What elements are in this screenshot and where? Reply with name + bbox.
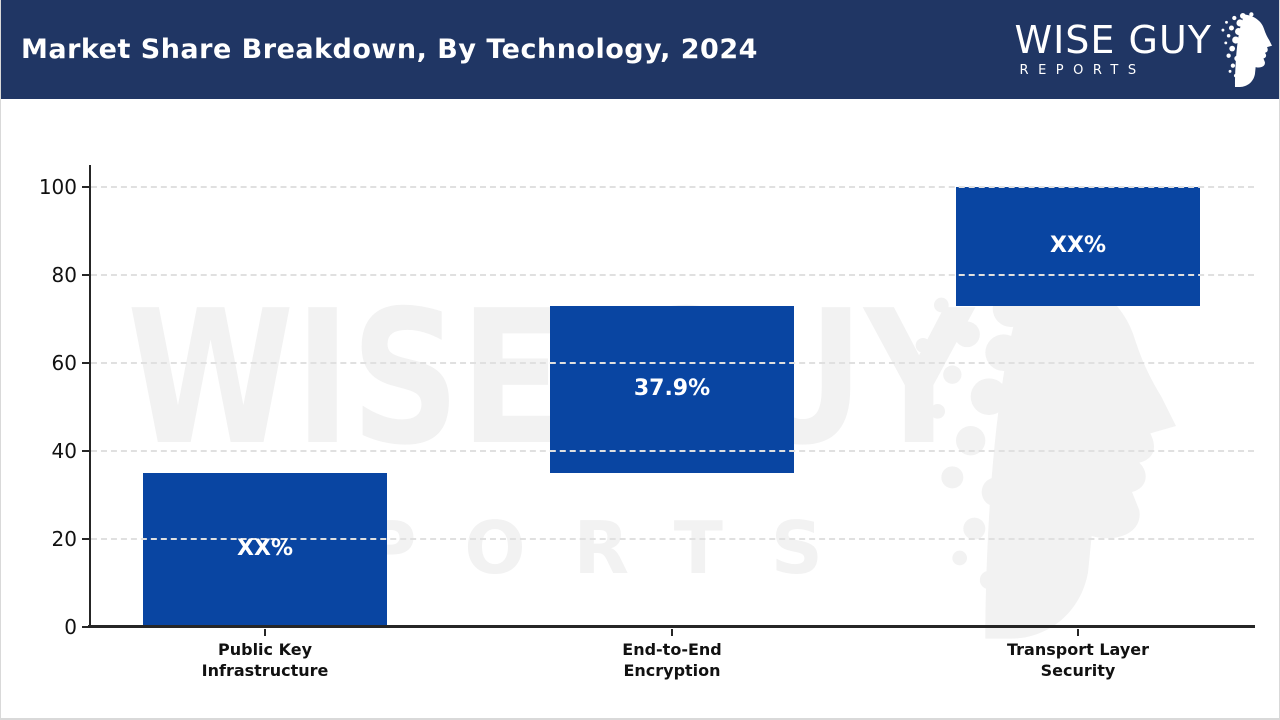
x-category-label-line: Infrastructure — [201, 660, 329, 680]
header: Market Share Breakdown, By Technology, 2… — [1, 0, 1279, 99]
y-tick-label: 0 — [64, 615, 77, 639]
logo-face-icon — [1221, 11, 1272, 87]
y-tick — [82, 626, 89, 628]
y-axis-line — [89, 165, 91, 627]
y-tick — [82, 274, 89, 276]
y-tick — [82, 362, 89, 364]
x-tick — [264, 629, 266, 636]
bar-value-label: 37.9% — [633, 375, 711, 401]
logo-subtext: REPORTS — [1019, 63, 1146, 78]
x-category-label-line: Public Key — [218, 640, 312, 659]
x-category-label-line: Security — [1040, 660, 1116, 680]
x-category-label-line: Transport Layer — [1007, 640, 1149, 659]
x-axis-line — [88, 625, 1255, 628]
waterfall-bar — [956, 187, 1200, 307]
x-category-label-line: End-to-End — [622, 640, 722, 659]
x-category-label: End-to-End Encryption — [512, 640, 832, 682]
logo-text: WISE GUY REPORTS — [1015, 21, 1212, 78]
y-tick — [82, 538, 89, 540]
page-title: Market Share Breakdown, By Technology, 2… — [21, 34, 758, 65]
waterfall-bar — [143, 473, 387, 627]
y-tick — [82, 450, 89, 452]
bar-value-label: XX% — [1050, 232, 1106, 258]
y-tick-label: 40 — [51, 439, 77, 463]
bar-value-label: XX% — [237, 536, 293, 561]
waterfall-bar — [550, 306, 794, 473]
gridline — [91, 450, 1254, 452]
x-tick — [1077, 629, 1079, 636]
y-tick-label: 60 — [51, 351, 77, 375]
x-category-label: Public Key Infrastructure — [105, 640, 425, 682]
x-tick — [671, 629, 673, 636]
gridline — [91, 186, 1254, 188]
gridline — [91, 538, 1254, 540]
y-tick-label: 80 — [51, 263, 77, 287]
y-tick-label: 100 — [38, 175, 77, 199]
y-tick — [82, 186, 89, 188]
gridline — [91, 274, 1254, 276]
logo-wordmark: WISE GUY — [1014, 18, 1212, 62]
x-category-label: Transport Layer Security — [918, 640, 1238, 682]
brand-logo: WISE GUY REPORTS — [1015, 10, 1272, 90]
y-tick-label: 20 — [51, 527, 77, 551]
gridline — [91, 362, 1254, 364]
x-category-label-line: Encryption — [623, 660, 721, 680]
